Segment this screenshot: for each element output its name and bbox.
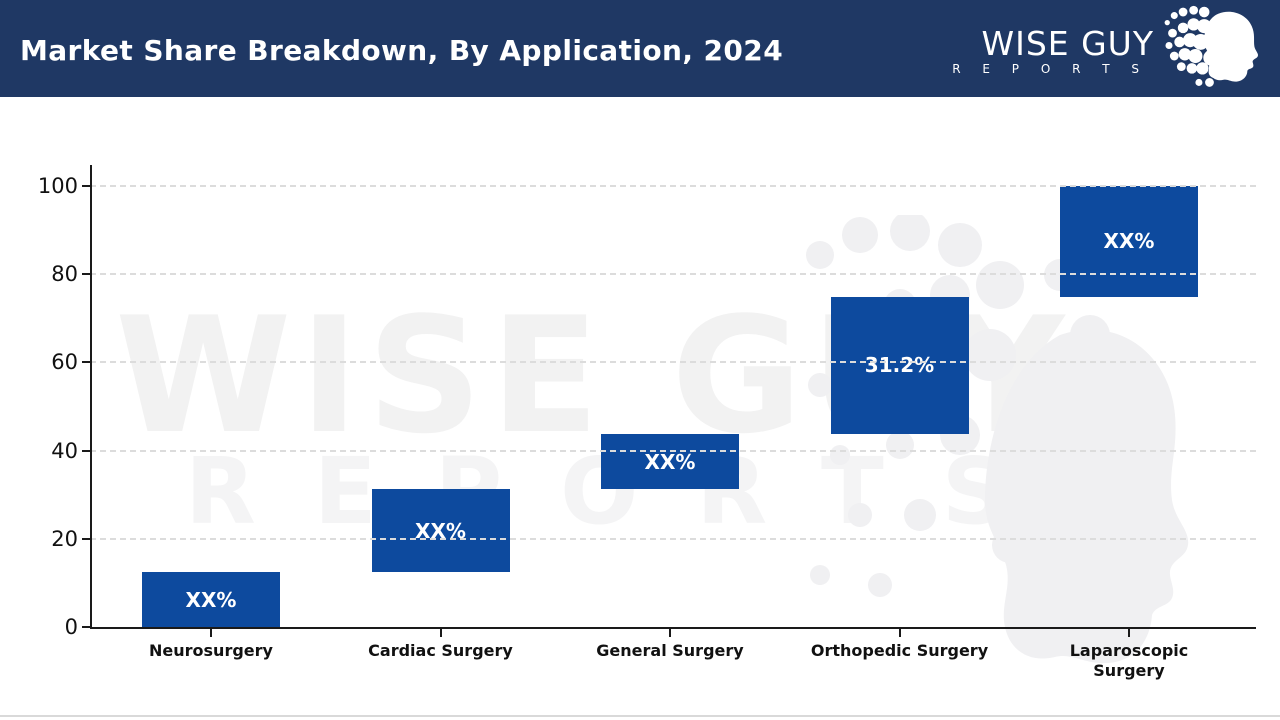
y-tick-mark [82,449,90,452]
header-bar: Market Share Breakdown, By Application, … [0,0,1280,97]
horizontal-gridline [90,361,1256,364]
y-axis-tick-label: 40 [51,438,78,463]
x-tick-mark [898,629,901,637]
bar-value-label: 31.2% [864,353,935,378]
horizontal-gridline [90,185,1256,187]
x-tick-mark [210,629,212,637]
horizontal-gridline [90,537,1256,540]
face-profile-logo-icon [1164,5,1259,87]
x-axis-label-cardiac-surgery: Cardiac Surgery [368,641,513,660]
bar-neurosurgery: XX% [142,572,280,627]
x-axis-label-general-surgery: General Surgery [596,641,744,660]
y-axis-tick-label: 20 [51,526,78,551]
horizontal-gridline [90,273,1256,276]
bar-laparoscopic-surgery: XX% [1060,186,1198,297]
logo-text-sub: R E P O R T S [952,62,1148,76]
y-axis-tick-label: 100 [37,174,78,198]
y-tick-mark [82,626,90,628]
x-axis-label-orthopedic-surgery: Orthopedic Surgery [810,641,989,660]
x-axis-label-neurosurgery: Neurosurgery [149,641,273,660]
watermark-text-line2: REPORTS [185,438,1067,545]
page-title: Market Share Breakdown, By Application, … [20,34,784,67]
x-axis-label-laparoscopic-surgery: Laparoscopic Surgery [1069,641,1189,680]
bar-value-label: XX% [1103,229,1155,254]
bottom-border-line [0,715,1280,717]
x-tick-mark [669,629,671,637]
bar-value-label: XX% [185,587,237,612]
y-axis-line [90,165,92,629]
y-axis-tick-label: 0 [64,615,78,639]
bar-orthopedic-surgery: 31.2% [830,296,969,435]
y-tick-mark [82,185,90,187]
y-tick-mark [82,273,90,276]
y-tick-mark [82,537,90,540]
horizontal-gridline [90,449,1256,452]
wise-guy-logo: WISE GUY R E P O R T S [952,0,1274,97]
bar-value-label: XX% [644,449,696,474]
y-axis-tick-label: 60 [51,350,78,375]
bar-general-surgery: XX% [601,434,739,490]
bar-cardiac-surgery: XX% [371,489,510,573]
y-tick-mark [82,361,90,364]
logo-text-main: WISE GUY [981,24,1154,63]
x-tick-mark [439,629,442,637]
y-axis-tick-label: 80 [51,262,78,287]
x-tick-mark [1128,629,1130,637]
x-axis-line [90,627,1256,629]
